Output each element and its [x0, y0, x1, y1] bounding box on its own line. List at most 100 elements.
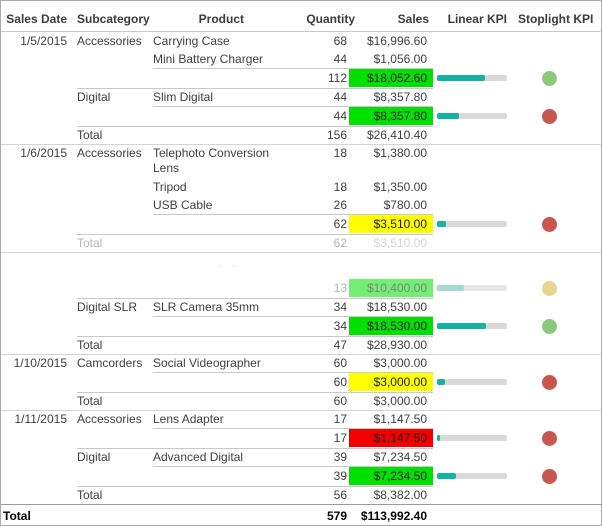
- sales-cell-wrap: $8,357.80: [349, 107, 433, 125]
- sales-cell: $7,234.50: [349, 467, 433, 485]
- product-cell: Carrying Case: [153, 33, 230, 48]
- column-header-sales-date: Sales Date: [6, 12, 67, 26]
- linear-kpi-bar-track: [437, 285, 507, 291]
- linear-kpi-bar-fill: [437, 379, 445, 385]
- linear-kpi-bar-fill: [437, 285, 465, 291]
- sales-cell: $780.00: [383, 198, 427, 212]
- linear-kpi-cell: [437, 285, 507, 291]
- product-cell: Social Videographer: [153, 355, 261, 370]
- subcategory-cell: Total: [77, 393, 103, 408]
- column-header-quantity: Quantity: [306, 12, 355, 26]
- faded-gap-row: · ·: [1, 252, 601, 278]
- product-cell: SLR Camera 35mm: [153, 299, 260, 314]
- quantity-cell: 579: [326, 508, 347, 523]
- sales-cell: $3,000.00: [373, 394, 427, 408]
- linear-kpi-bar-track: [437, 75, 507, 81]
- linear-kpi-cell: [437, 323, 507, 329]
- sales-cell: $18,052.60: [349, 69, 433, 87]
- subcategory-cell: Total: [77, 337, 103, 352]
- quantity-cell: 68: [333, 33, 347, 48]
- sales-cell-wrap: $780.00: [349, 196, 433, 214]
- row-separator: [153, 214, 433, 215]
- subcategory-cell: Camcorders: [77, 355, 143, 370]
- product-cell: Lens Adapter: [153, 411, 224, 426]
- subcategory-cell: Accessories: [77, 411, 142, 426]
- row-separator: [1, 354, 601, 355]
- table-row: 112 $18,052.60: [1, 68, 601, 88]
- table-row: 62 $3,510.00: [1, 214, 601, 234]
- sales-cell-wrap: $1,056.00: [349, 50, 433, 68]
- table-row: 34 $18,530.00: [1, 316, 601, 336]
- linear-kpi-bar-track: [437, 379, 507, 385]
- table-row: Tripod 18 $1,350.00: [1, 178, 601, 196]
- sales-cell-wrap: $8,382.00: [349, 486, 433, 504]
- sales-cell: $16,996.60: [366, 34, 427, 48]
- table-row: Total 47 $28,930.00: [1, 336, 601, 354]
- row-separator: [153, 106, 433, 107]
- row-separator: [153, 466, 433, 467]
- sales-cell-wrap: $3,000.00: [349, 354, 433, 372]
- sales-cell-wrap: $113,992.40: [349, 507, 433, 525]
- row-separator: [1, 252, 601, 253]
- product-cell: USB Cable: [153, 197, 213, 212]
- row-separator: [77, 88, 433, 89]
- table-row: Total 579 $113,992.40: [1, 504, 601, 525]
- linear-kpi-cell: [437, 435, 507, 441]
- quantity-cell: 18: [333, 146, 347, 160]
- quantity-cell: 39: [333, 468, 347, 483]
- quantity-cell: 60: [333, 355, 347, 370]
- product-cell: Mini Battery Charger: [153, 51, 264, 66]
- stoplight-kpi-cell: [516, 468, 582, 484]
- table-row: 13 $10,400.00: [1, 278, 601, 298]
- product-cell: Slim Digital: [153, 89, 214, 104]
- column-header-stoplight-kpi: Stoplight KPI: [518, 12, 594, 26]
- sales-cell: $3,000.00: [349, 373, 433, 391]
- sales-cell: $113,992.40: [360, 509, 427, 523]
- linear-kpi-bar-fill: [437, 75, 485, 81]
- sales-date-cell: 1/11/2015: [14, 411, 68, 426]
- sales-date-cell: 1/10/2015: [13, 355, 67, 370]
- column-header-sales: Sales: [397, 12, 429, 26]
- quantity-cell: 60: [333, 374, 347, 389]
- sales-cell-wrap: $1,380.00: [349, 146, 433, 161]
- column-header-product: Product: [198, 12, 244, 26]
- row-separator: [77, 486, 433, 487]
- sales-cell: $18,530.00: [366, 300, 427, 314]
- linear-kpi-cell: [437, 75, 507, 81]
- sales-cell-wrap: $3,000.00: [349, 373, 433, 391]
- sales-cell-wrap: $3,510.00: [349, 234, 433, 252]
- stoplight-kpi-cell: [516, 280, 582, 296]
- linear-kpi-cell: [437, 379, 507, 385]
- sales-cell-wrap: $10,400.00: [349, 279, 433, 297]
- sales-date-cell: 1/6/2015: [20, 146, 67, 160]
- quantity-cell: 17: [333, 430, 347, 445]
- subcategory-cell: Digital: [77, 449, 111, 464]
- quantity-cell: 56: [333, 487, 347, 502]
- row-separator: [77, 234, 433, 235]
- linear-kpi-bar-fill: [437, 113, 460, 119]
- quantity-cell: 18: [333, 179, 347, 194]
- column-header-subcategory: Subcategory: [77, 12, 150, 26]
- quantity-cell: 44: [333, 108, 347, 123]
- table-row: 1/6/2015 Accessories Telephoto Conversion …: [1, 144, 601, 178]
- sales-cell-wrap: $3,000.00: [349, 392, 433, 410]
- product-cell: Tripod: [153, 179, 187, 194]
- sales-cell: $8,382.00: [373, 488, 427, 502]
- row-separator: [1, 144, 601, 145]
- stoplight-indicator-red: [541, 468, 557, 484]
- table-row: 1/5/2015 Accessories Carrying Case 68 $16,99…: [1, 32, 601, 50]
- subcategory-cell: Digital: [77, 89, 111, 104]
- sales-cell-wrap: $28,930.00: [349, 336, 433, 354]
- linear-kpi-bar-track: [437, 221, 507, 227]
- stoplight-indicator-red: [541, 216, 557, 232]
- stoplight-kpi-cell: [516, 430, 582, 446]
- row-separator: [77, 448, 433, 449]
- linear-kpi-bar-fill: [437, 323, 486, 329]
- subcategory-cell: Accessories: [77, 33, 142, 48]
- linear-kpi-bar-fill: [437, 221, 447, 227]
- row-separator: [77, 298, 433, 299]
- stoplight-indicator-red: [541, 430, 557, 446]
- table-row: USB Cable 26 $780.00: [1, 196, 601, 214]
- table-row: 17 $1,147.50: [1, 428, 601, 448]
